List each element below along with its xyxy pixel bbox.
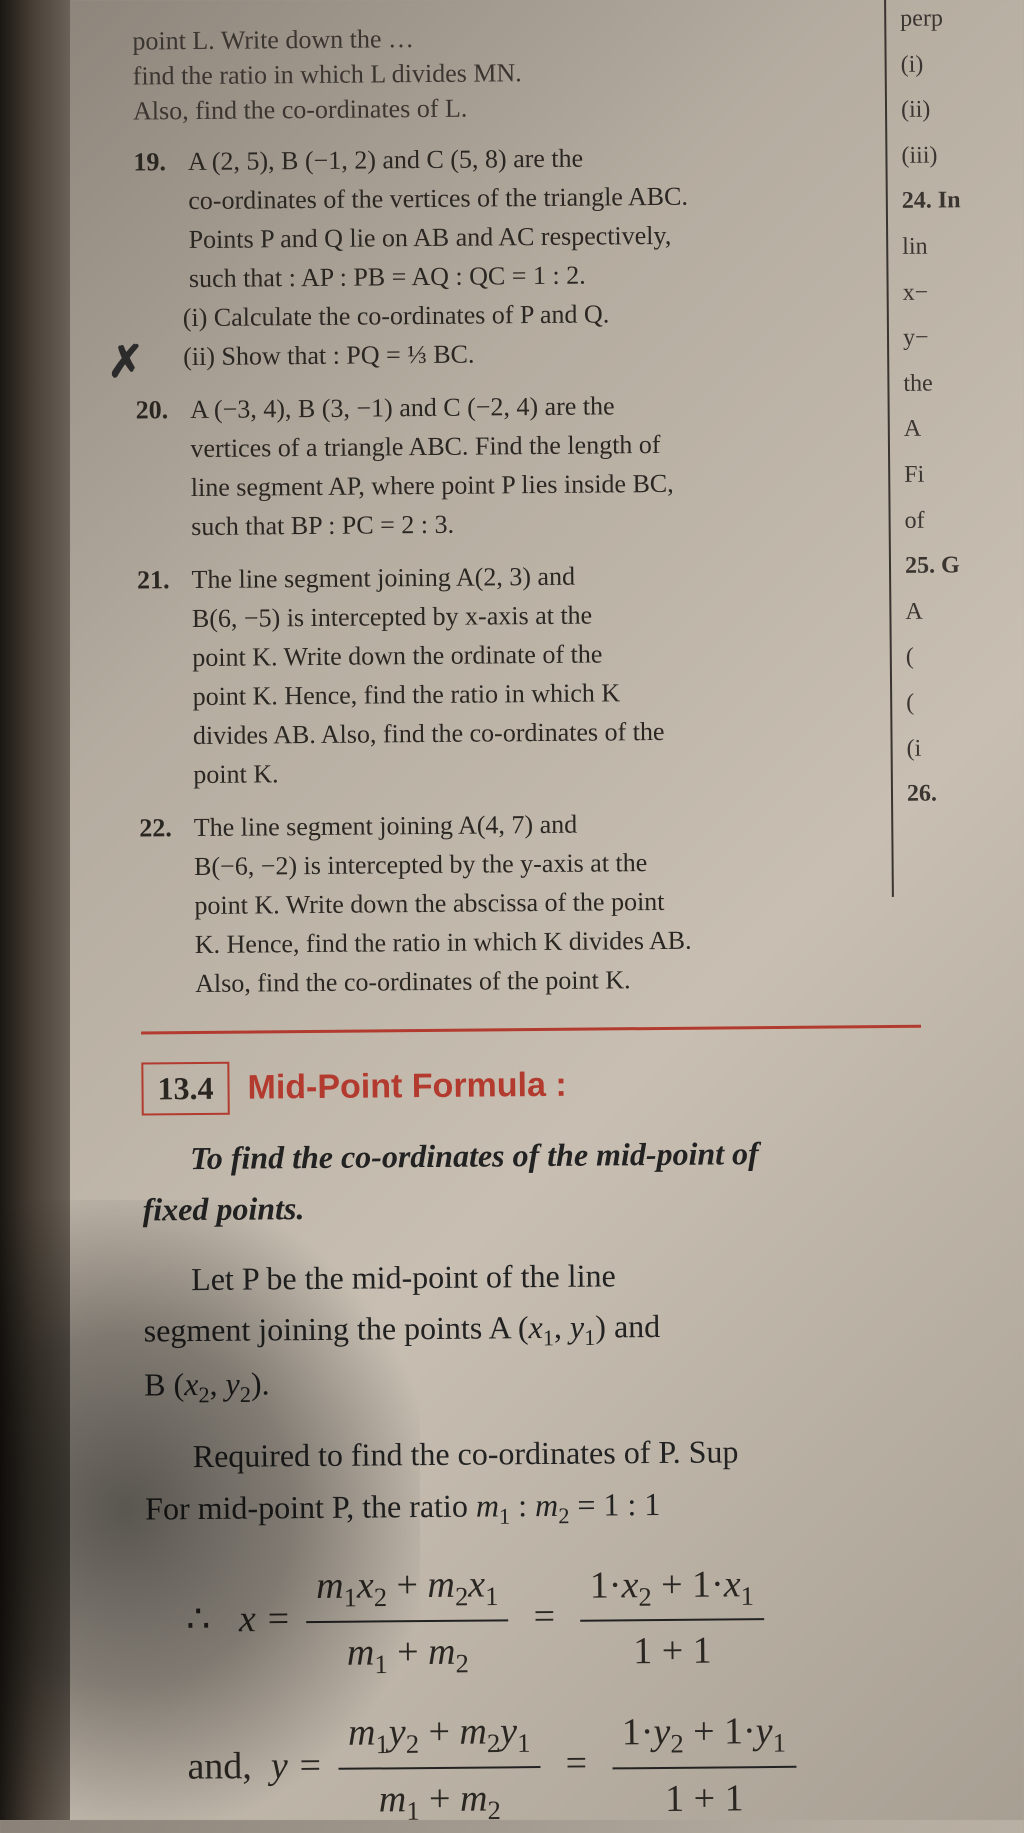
intro-line: fixed points. [142,1191,304,1228]
fraction: 1·x2 + 1·x1 1 + 1 [580,1558,765,1680]
cutoff-frag: the [903,361,1013,408]
text-line: B(6, −5) is intercepted by x-axis at the [192,601,592,633]
text-line: B(−6, −2) is intercepted by the y-axis a… [194,848,647,881]
cutoff-frag: x− [902,269,1012,316]
cutoff-frag: 24. In [902,178,1012,225]
question-body: The line segment joining A(2, 3) and B(6… [191,555,833,795]
equals: = [565,1743,587,1785]
text-line: Required to find the co-ordinates of P. … [193,1434,739,1475]
cutoff-frag: 25. G [905,543,1015,590]
right-column-cutoff: perp (i) (ii) (iii) 24. In lin x− y− the… [884,0,1018,897]
cutoff-frag: A [904,406,1014,453]
text-line: segment joining the points A (x1, y1) an… [143,1308,660,1349]
numerator: 1·x2 + 1·x1 [580,1558,765,1622]
text-line: point K. Write down the ordinate of the [192,640,602,673]
cutoff-frag: ( [906,634,1016,681]
cutoff-frag: of [904,497,1014,544]
handwritten-x-icon: ✗ [107,330,144,396]
section-intro: To find the co-ordinates of the mid-poin… [142,1126,987,1236]
formula-x: ∴ x = m1x2 + m2x1 m1 + m2 = 1·x2 + 1·x1 … [186,1554,991,1685]
intro-line: To find the co-ordinates of the mid-poin… [190,1135,759,1176]
numerator: m1x2 + m2x1 [306,1558,509,1623]
text-line: The line segment joining A(4, 7) and [194,810,578,842]
question-number: 20. [135,390,183,429]
text-frag: ) and [595,1308,660,1345]
cutoff-frag: A [905,589,1015,636]
text-line: point K. [193,760,278,790]
equals: = [533,1595,555,1637]
question-21: 21. The line segment joining A(2, 3) and… [137,553,983,794]
formula-lhs: y = [271,1745,323,1787]
text-line: A (2, 5), B (−1, 2) and C (5, 8) are the [188,144,583,176]
text-line: Let P be the mid-point of the line [191,1257,616,1297]
cutoff-frag: perp [900,0,1010,42]
text-line: such that : AP : PB = AQ : QC = 1 : 2. [189,261,586,293]
text-line: divides AB. Also, find the co-ordinates … [193,717,665,750]
text-line: line segment AP, where point P lies insi… [191,469,674,502]
text-line: point K. Hence, find the ratio in which … [192,679,620,712]
text-line: point K. Write down the abscissa of the … [194,887,664,920]
denominator: m1 + m2 [306,1621,509,1684]
text-frag: For mid-point P, the ratio [145,1487,476,1526]
cutoff-frag: (i [906,725,1016,772]
text-frag: = 1 : 1 [569,1485,660,1522]
fraction: 1·y2 + 1·y1 1 + 1 [612,1705,797,1827]
and-label: and, [187,1745,252,1788]
text-frag: B ( [144,1366,184,1402]
question-22: 22. The line segment joining A(4, 7) and… [139,801,985,1003]
question-20: 20. A (−3, 4), B (3, −1) and C (−2, 4) a… [135,383,980,546]
fraction: m1x2 + m2x1 m1 + m2 [306,1558,509,1683]
question-body: A (2, 5), B (−1, 2) and C (5, 8) are the… [188,137,829,299]
text-line: For mid-point P, the ratio m1 : m2 = 1 :… [145,1485,660,1525]
section-body: Let P be the mid-point of the line segme… [143,1247,988,1414]
text-line: B (x2, y2). [144,1365,270,1402]
text-line: A (−3, 4), B (3, −1) and C (−2, 4) are t… [190,392,615,425]
question-19: 19. A (2, 5), B (−1, 2) and C (5, 8) are… [133,135,979,376]
numerator: m1y2 + m2y1 [338,1705,541,1770]
text-line: Points P and Q lie on AB and AC respecti… [189,221,672,254]
text-line: such that BP : PC = 2 : 3. [191,510,454,541]
cutoff-frag: y− [903,315,1013,362]
text-line: (ii) Show that : PQ = ⅓ BC. [183,340,475,372]
section-title: Mid-Point Formula : [247,1066,567,1108]
formula-lhs: x = [239,1597,291,1639]
text-frag: segment joining the points A ( [143,1309,528,1348]
section-body-2: Required to find the co-ordinates of P. … [145,1424,990,1537]
cutoff-frag: ( [906,680,1016,727]
textbook-page: point L. Write down the … find the ratio… [52,0,1024,1824]
text-frag: ). [251,1365,270,1401]
cutoff-line: Also, find the co-ordinates of L. [133,86,977,128]
cutoff-frag: (i) [900,41,1010,88]
sub-part-ii: ✗ (ii) Show that : PQ = ⅓ BC. [135,330,979,376]
formula-y: and, y = m1y2 + m2y1 m1 + m2 = 1·y2 + 1·… [187,1701,992,1832]
cutoff-frag: (iii) [901,133,1011,180]
numerator: 1·y2 + 1·y1 [612,1705,797,1769]
question-number: 19. [133,142,181,181]
section-header: 13.4 Mid-Point Formula : [141,1055,985,1115]
text-line: vertices of a triangle ABC. Find the len… [190,430,660,463]
cutoff-text: point L. Write down the … find the ratio… [132,16,977,129]
text-line: K. Hence, find the ratio in which K divi… [195,926,692,959]
therefore-symbol: ∴ [186,1598,211,1640]
denominator: m1 + m2 [338,1768,541,1831]
cutoff-frag: Fi [904,452,1014,499]
question-body: A (−3, 4), B (3, −1) and C (−2, 4) are t… [190,385,831,547]
denominator: 1 + 1 [612,1768,797,1827]
section-number-box: 13.4 [141,1062,229,1116]
cutoff-frag: 26. [907,771,1017,818]
cutoff-frag: lin [902,224,1012,271]
text-line: The line segment joining A(2, 3) and [191,562,575,594]
question-number: 22. [139,808,187,847]
section-divider [141,1025,921,1035]
denominator: 1 + 1 [580,1620,765,1679]
cutoff-frag: (ii) [901,87,1011,134]
fraction: m1y2 + m2y1 m1 + m2 [338,1705,541,1830]
text-line: Also, find the co-ordinates of the point… [195,966,631,999]
question-number: 21. [137,560,185,599]
question-body: The line segment joining A(4, 7) and B(−… [194,803,836,1004]
text-line: co-ordinates of the vertices of the tria… [188,182,688,215]
